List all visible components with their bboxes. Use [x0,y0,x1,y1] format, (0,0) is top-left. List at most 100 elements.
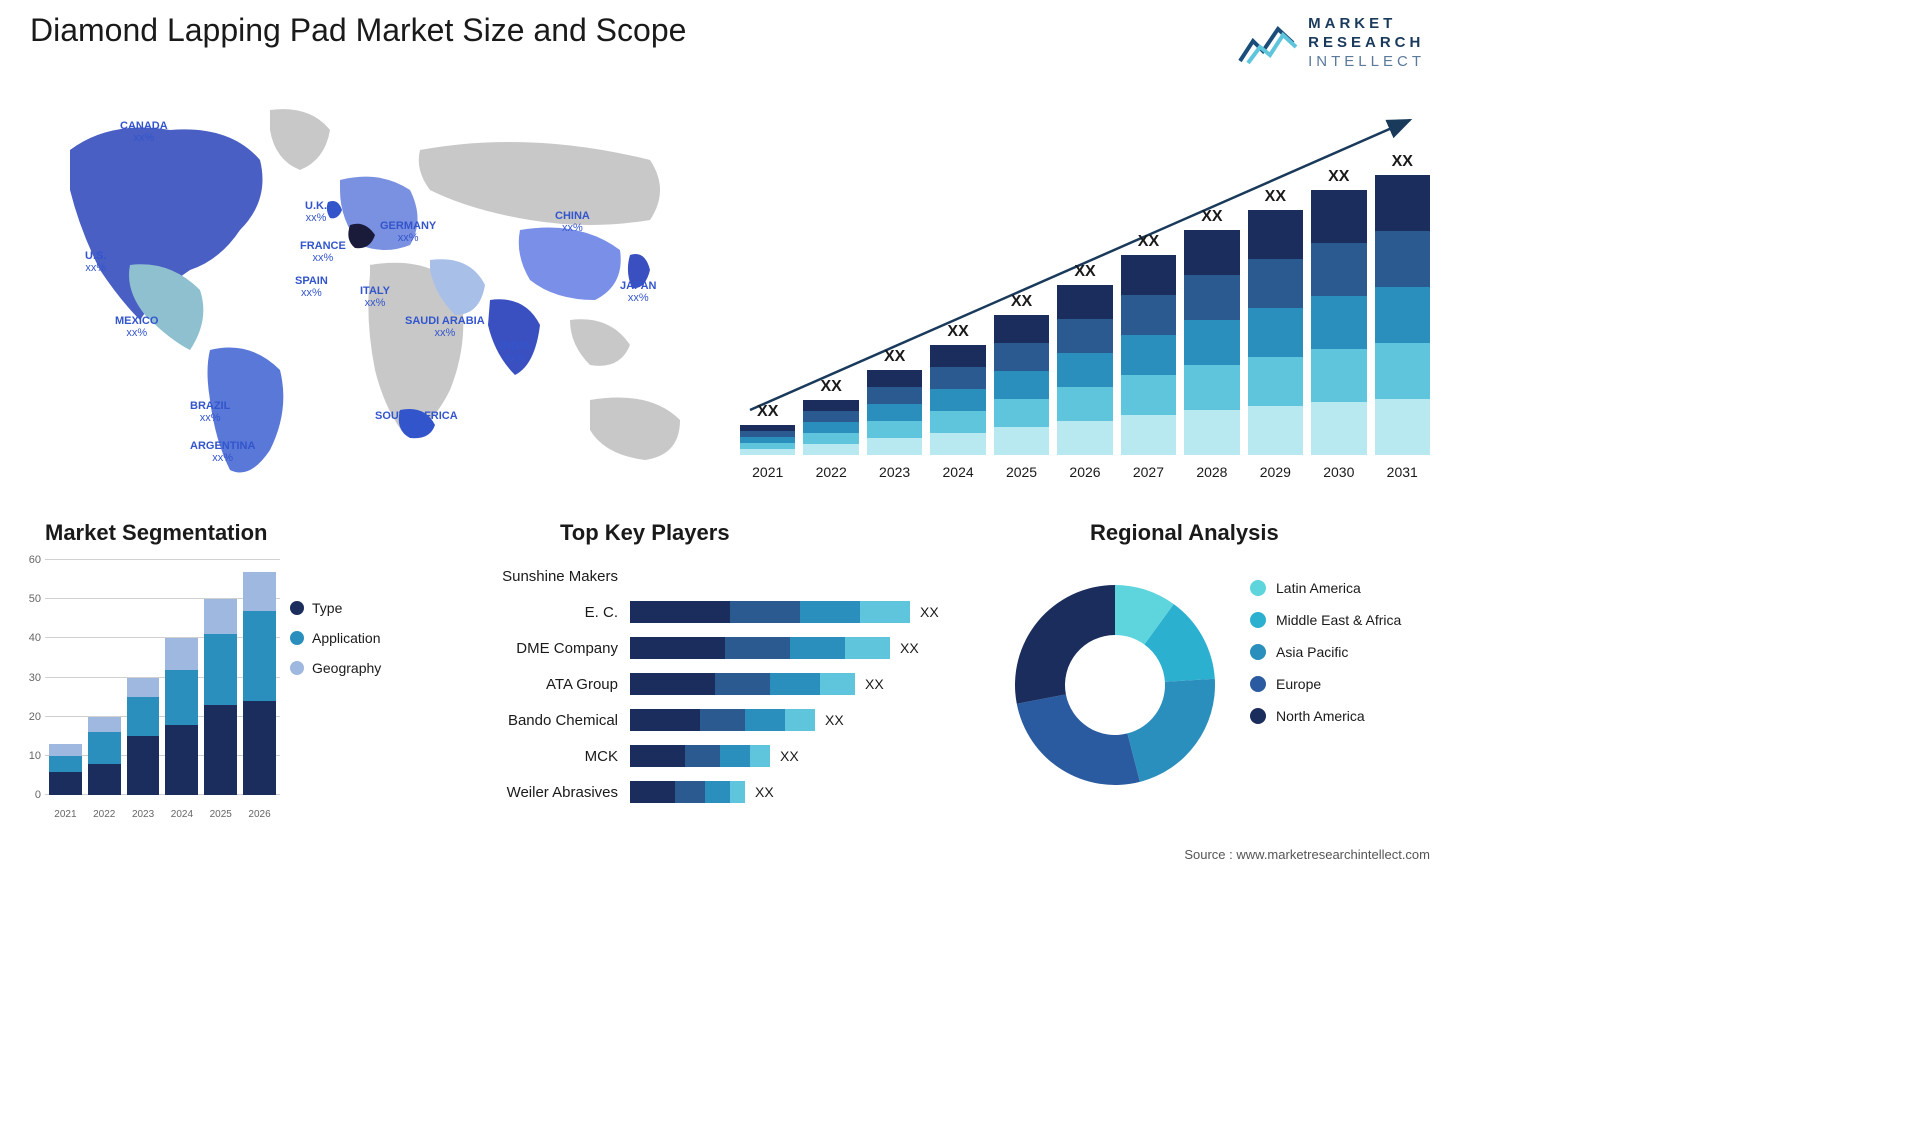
bar-segment [1121,375,1176,415]
bar-segment [994,399,1049,427]
seg-bar-column [243,560,276,795]
seg-bar-segment [127,736,160,795]
main-bar-column: XX [1057,263,1112,455]
bar-segment [1375,175,1430,231]
main-bar-column: XX [1248,188,1303,455]
player-bar-segment [725,637,790,659]
main-bar-column: XX [1121,233,1176,455]
source-attribution: Source : www.marketresearchintellect.com [1184,847,1430,862]
bar-segment [867,387,922,404]
bar-segment [1184,410,1239,455]
bar-segment [1311,296,1366,349]
seg-xlabel: 2025 [204,809,237,820]
seg-ytick: 0 [35,789,41,801]
bar-stack [930,345,985,455]
seg-bar-segment [243,701,276,795]
player-bar-segment [785,709,815,731]
bar-segment [1184,365,1239,410]
map-label: GERMANYxx% [380,220,436,244]
bar-segment [1375,231,1430,287]
seg-legend: TypeApplicationGeography [290,600,430,690]
bar-segment [740,449,795,455]
player-bar-segment [770,673,820,695]
player-bar-segment [630,673,715,695]
segmentation-chart: 0102030405060 202120222023202420252026 T… [20,560,430,820]
xaxis-year: 2030 [1311,464,1366,480]
bar-segment [803,411,858,422]
player-row: MCKXX [450,740,980,772]
page-title: Diamond Lapping Pad Market Size and Scop… [30,12,686,49]
xaxis-year: 2029 [1248,464,1303,480]
bar-segment [867,438,922,455]
map-label: U.K.xx% [305,200,327,224]
bar-value-label: XX [757,403,778,421]
bar-segment [1057,319,1112,353]
map-label: CHINAxx% [555,210,590,234]
players-chart: Sunshine MakersE. C.XXDME CompanyXXATA G… [450,560,980,820]
player-bar-area [630,565,980,587]
legend-label: Latin America [1276,580,1361,596]
bar-segment [1184,320,1239,365]
player-bar-area: XX [630,601,980,623]
player-bar-stack [630,637,890,659]
main-bar-column: XX [1311,168,1366,455]
bar-value-label: XX [1011,293,1032,311]
player-bar-segment [800,601,860,623]
main-bar-column: XX [1375,153,1430,455]
legend-label: Asia Pacific [1276,644,1348,660]
seg-ytick: 50 [29,593,41,605]
bar-segment [930,389,985,411]
xaxis-year: 2021 [740,464,795,480]
map-label: BRAZILxx% [190,400,230,424]
player-name: DME Company [450,640,630,657]
player-value: XX [865,676,884,692]
seg-bar-column [49,560,82,795]
player-bar-segment [860,601,910,623]
seg-bar-segment [88,717,121,733]
map-label: MEXICOxx% [115,315,158,339]
player-bar-segment [630,601,730,623]
market-size-chart: XXXXXXXXXXXXXXXXXXXXXX 20212022202320242… [740,100,1430,480]
player-value: XX [780,748,799,764]
map-label: JAPANxx% [620,280,656,304]
seg-bar-segment [204,634,237,705]
legend-dot [1250,644,1266,660]
bar-segment [1184,275,1239,320]
legend-dot [1250,708,1266,724]
player-bar-segment [675,781,705,803]
bar-segment [803,422,858,433]
seg-ytick: 40 [29,632,41,644]
donut-slice [1017,694,1140,785]
bar-segment [1248,308,1303,357]
regional-legend-item: Europe [1250,676,1440,692]
player-bar-segment [745,709,785,731]
bar-stack [1057,285,1112,455]
bar-segment [1311,190,1366,243]
bar-value-label: XX [1265,188,1286,206]
seg-legend-item: Type [290,600,430,616]
bar-value-label: XX [821,378,842,396]
main-bar-column: XX [930,323,985,455]
player-bar-area: XX [630,673,980,695]
map-label: ITALYxx% [360,285,390,309]
bar-segment [1121,255,1176,295]
player-name: Bando Chemical [450,712,630,729]
regional-legend-item: Middle East & Africa [1250,612,1440,628]
seg-xlabel: 2021 [49,809,82,820]
logo-line2: RESEARCH [1308,34,1425,53]
bar-value-label: XX [1074,263,1095,281]
map-label: ARGENTINAxx% [190,440,255,464]
legend-dot [1250,676,1266,692]
player-bar-area: XX [630,745,980,767]
map-label: INDIAxx% [500,340,530,364]
map-label: FRANCExx% [300,240,346,264]
bar-segment [803,400,858,411]
bar-stack [1311,190,1366,455]
legend-label: Application [312,630,381,646]
bar-segment [867,421,922,438]
seg-bar-segment [243,611,276,701]
player-bar-stack [630,781,745,803]
seg-xlabel: 2023 [127,809,160,820]
player-bar-stack [630,709,815,731]
player-row: ATA GroupXX [450,668,980,700]
